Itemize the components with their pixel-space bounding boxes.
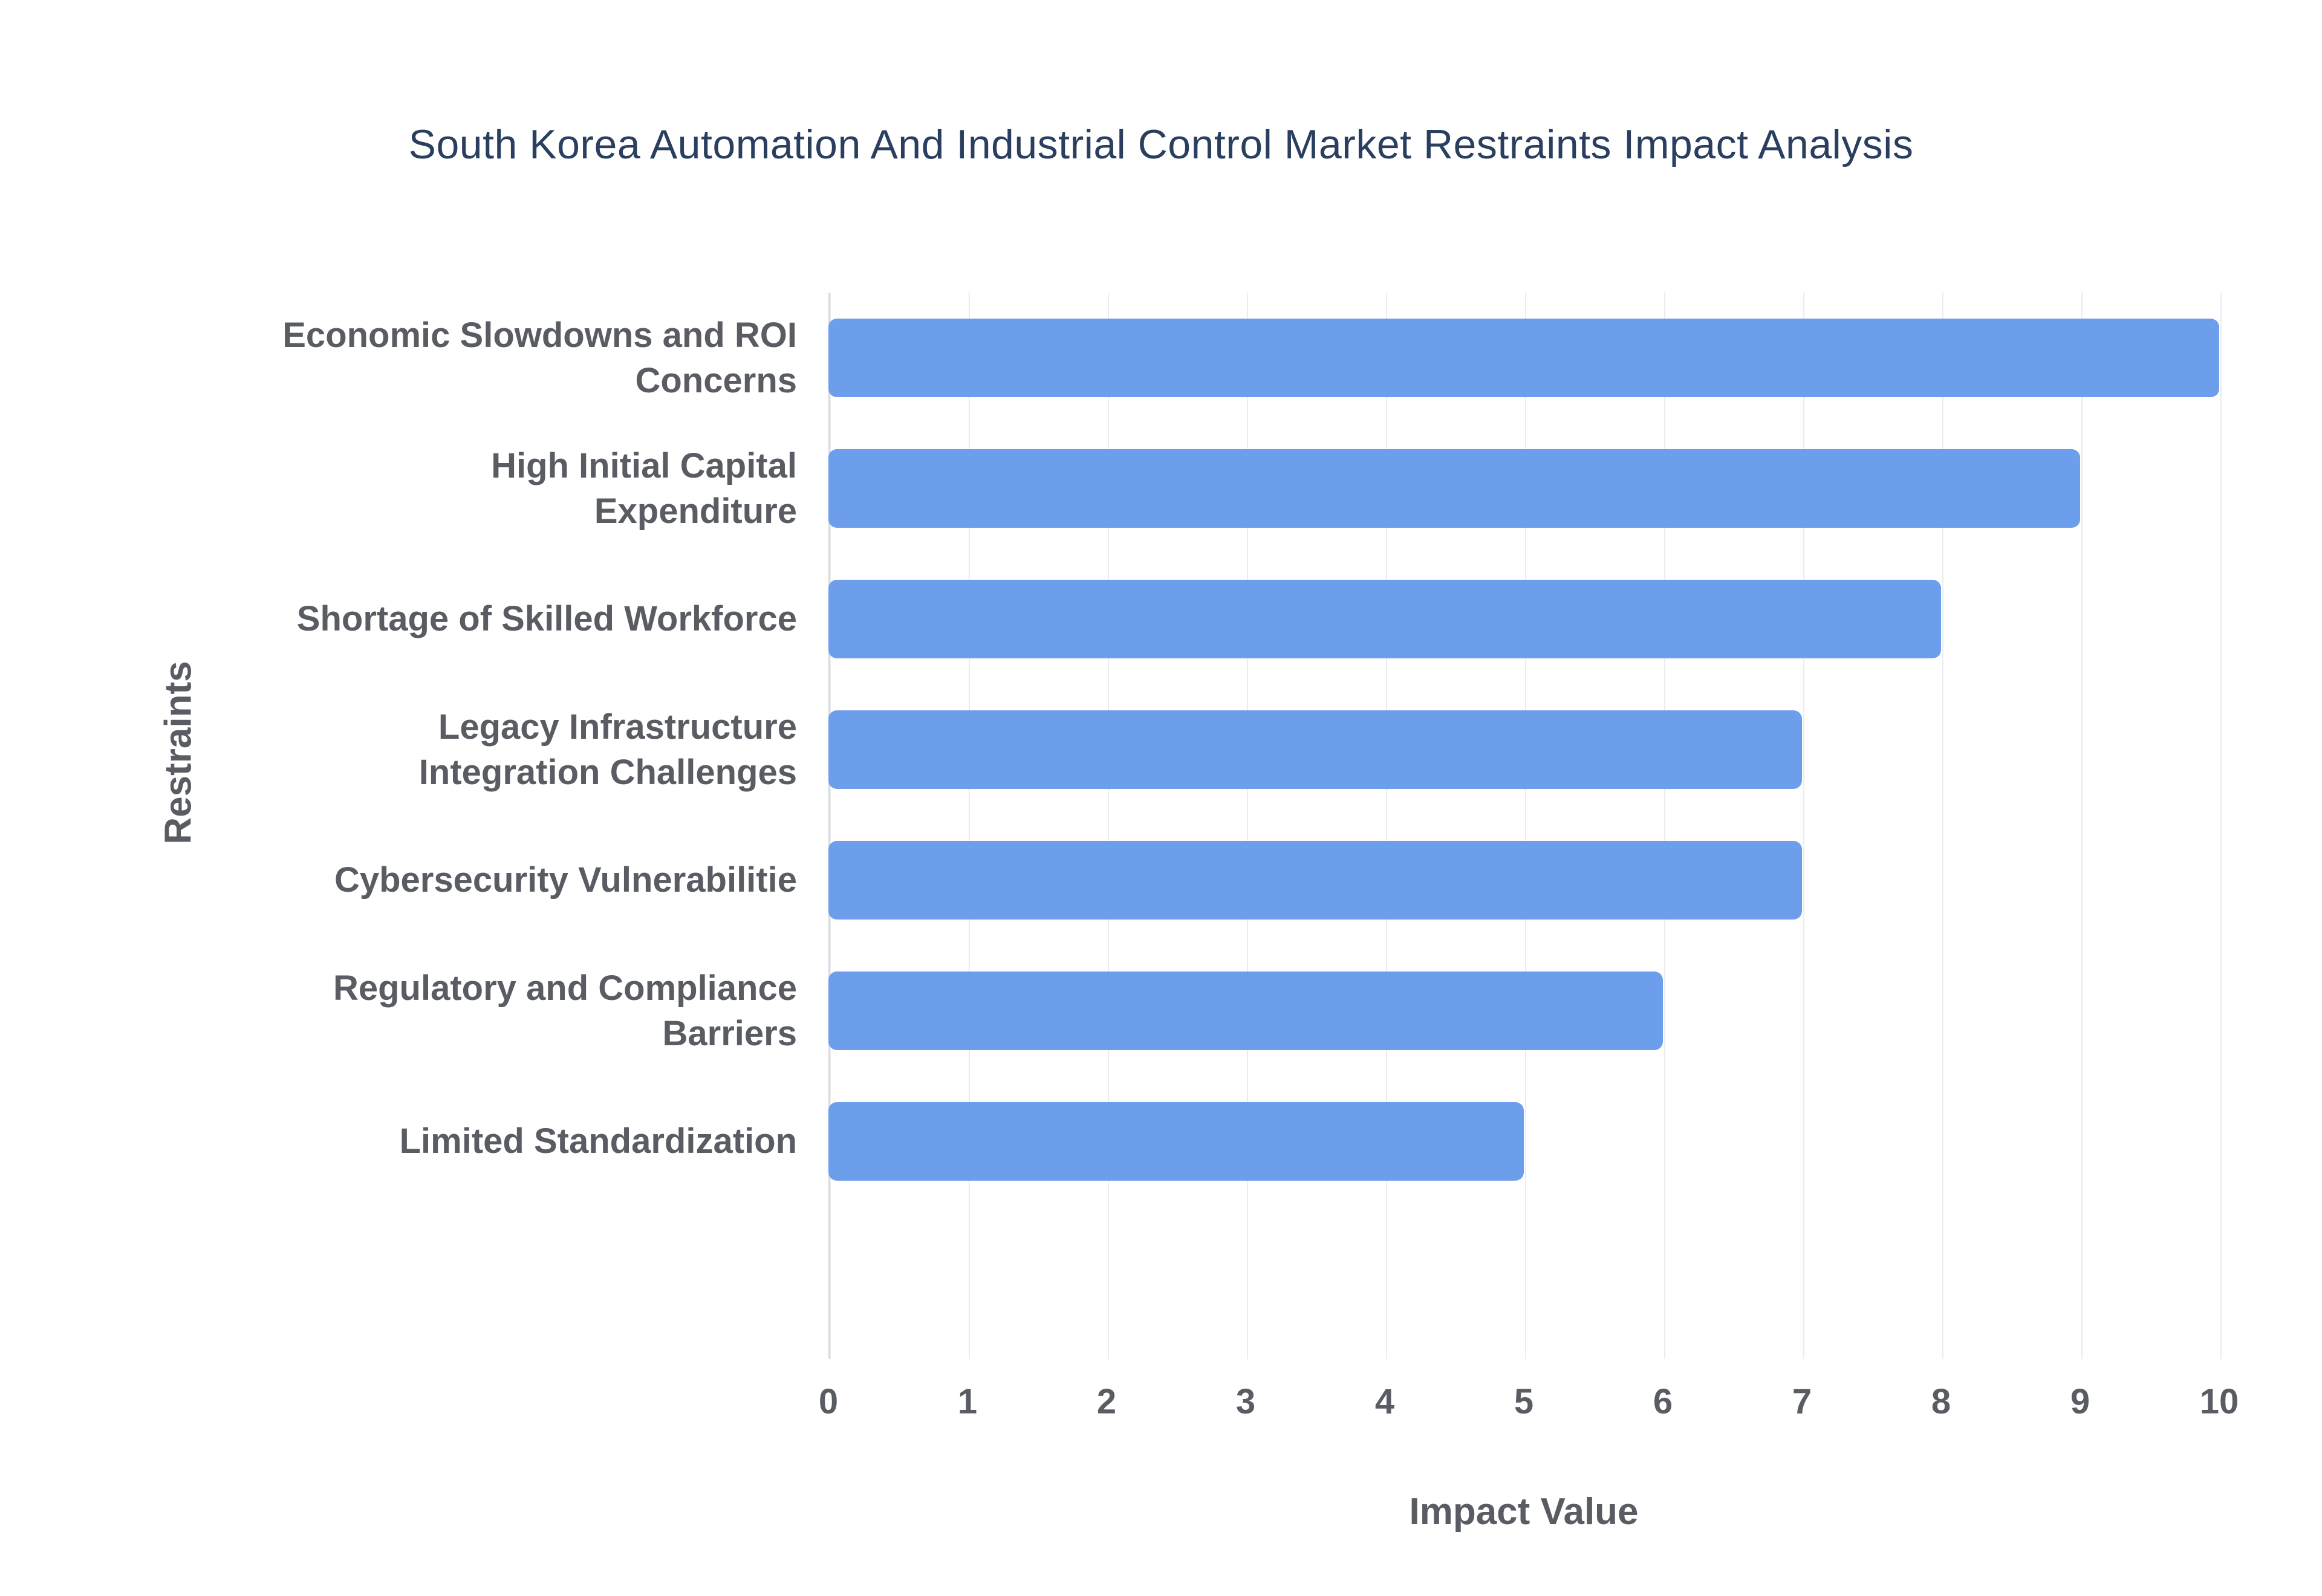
bar-rows: Economic Slowdowns and ROI Concerns High … bbox=[242, 293, 2219, 1207]
x-tick-label: 0 bbox=[818, 1382, 839, 1421]
gridline bbox=[1664, 293, 1665, 1359]
category-label: Regulatory and Compliance Barriers bbox=[333, 968, 797, 1053]
x-tick-label: 6 bbox=[1653, 1382, 1673, 1421]
bar-row: Legacy Infrastructure Integration Challe… bbox=[242, 684, 2219, 815]
bar bbox=[828, 449, 2080, 528]
bar-track bbox=[828, 684, 2219, 815]
gridline bbox=[830, 293, 831, 1359]
bar bbox=[828, 841, 1802, 920]
category-label: Limited Standardization bbox=[399, 1121, 797, 1161]
bar bbox=[828, 580, 1941, 658]
x-axis-title: Impact Value bbox=[1409, 1491, 1639, 1533]
y-axis-title: Restraints bbox=[157, 661, 200, 845]
bar bbox=[828, 1102, 1524, 1181]
gridline bbox=[1247, 293, 1248, 1359]
x-tick-label: 4 bbox=[1374, 1382, 1395, 1421]
bar-track bbox=[828, 423, 2219, 554]
category-label: Cybersecurity Vulnerabilitie bbox=[334, 860, 797, 900]
category-label: High Initial Capital Expenditure bbox=[491, 446, 797, 531]
bar-row: Limited Standardization bbox=[242, 1076, 2219, 1207]
x-ticks: 0 1 2 3 4 5 6 7 8 9 10 bbox=[819, 1381, 2239, 1430]
x-tick-label: 1 bbox=[957, 1382, 978, 1421]
x-tick-label: 3 bbox=[1235, 1382, 1256, 1421]
bar-row: High Initial Capital Expenditure bbox=[242, 423, 2219, 554]
x-tick-label: 10 bbox=[2199, 1382, 2239, 1421]
bar-row: Shortage of Skilled Workforce bbox=[242, 554, 2219, 684]
bar bbox=[828, 710, 1802, 789]
bar-row: Regulatory and Compliance Barriers bbox=[242, 946, 2219, 1076]
gridline bbox=[1525, 293, 1526, 1359]
category-label: Legacy Infrastructure Integration Challe… bbox=[418, 707, 797, 792]
gridline bbox=[1942, 293, 1943, 1359]
gridline bbox=[1108, 293, 1109, 1359]
bar-track bbox=[828, 946, 2219, 1076]
bar-row: Economic Slowdowns and ROI Concerns bbox=[242, 293, 2219, 423]
bar-row: Cybersecurity Vulnerabilitie bbox=[242, 815, 2219, 946]
bar-track bbox=[828, 815, 2219, 946]
x-tick-label: 8 bbox=[1931, 1382, 1951, 1421]
bar-track bbox=[828, 293, 2219, 423]
gridline bbox=[969, 293, 970, 1359]
bar bbox=[828, 319, 2219, 397]
bar bbox=[828, 972, 1663, 1050]
bar-track bbox=[828, 1076, 2219, 1207]
category-label: Economic Slowdowns and ROI Concerns bbox=[282, 315, 797, 400]
x-tick-label: 9 bbox=[2070, 1382, 2090, 1421]
gridline bbox=[1803, 293, 1804, 1359]
category-label: Shortage of Skilled Workforce bbox=[296, 599, 797, 639]
gridline bbox=[1386, 293, 1387, 1359]
gridlines bbox=[828, 293, 2222, 1359]
bar-track bbox=[828, 554, 2219, 684]
gridline bbox=[2081, 293, 2083, 1359]
x-tick-label: 7 bbox=[1792, 1382, 1812, 1421]
gridline bbox=[2220, 293, 2222, 1359]
x-tick-label: 5 bbox=[1514, 1382, 1534, 1421]
chart-title: South Korea Automation And Industrial Co… bbox=[408, 122, 1914, 167]
x-tick-label: 2 bbox=[1096, 1382, 1117, 1421]
